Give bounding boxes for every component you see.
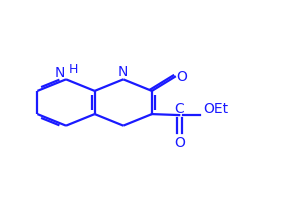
Text: OEt: OEt: [204, 101, 229, 115]
Text: N: N: [54, 66, 64, 80]
Text: O: O: [176, 70, 187, 84]
Text: N: N: [118, 65, 128, 79]
Text: O: O: [174, 136, 185, 150]
Text: H: H: [69, 63, 78, 76]
Text: C: C: [174, 101, 184, 115]
